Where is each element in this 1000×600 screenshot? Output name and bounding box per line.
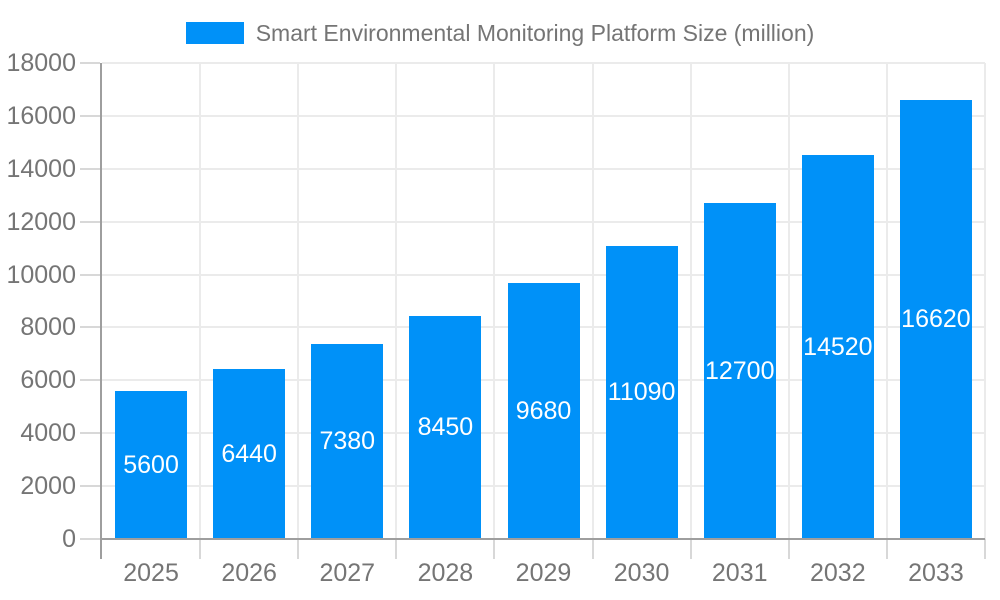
bar-value-label: 5600 [123, 450, 179, 479]
legend[interactable]: Smart Environmental Monitoring Platform … [0, 18, 1000, 48]
y-gridline [102, 167, 985, 170]
x-gridline [395, 63, 398, 539]
x-tick [395, 539, 398, 559]
x-gridline [297, 63, 300, 539]
y-axis-label: 8000 [20, 313, 76, 342]
x-tick [689, 539, 692, 559]
x-axis-label: 2028 [417, 559, 474, 587]
bar-value-label: 6440 [221, 439, 277, 468]
bar[interactable]: 5600 [115, 390, 188, 539]
x-axis-line [100, 538, 985, 540]
bar-value-label: 11090 [607, 378, 676, 407]
y-axis-label: 4000 [20, 419, 76, 448]
x-gridline [787, 63, 790, 539]
y-axis-label: 14000 [6, 154, 76, 183]
bar[interactable]: 8450 [409, 315, 482, 539]
y-tick [80, 326, 100, 329]
x-tick [493, 539, 496, 559]
y-tick [80, 114, 100, 117]
x-tick [787, 539, 790, 559]
x-axis-label: 2032 [810, 559, 866, 587]
x-axis-label: 2026 [221, 559, 277, 587]
x-gridline [984, 63, 986, 539]
bar[interactable]: 7380 [311, 343, 384, 539]
y-axis-label: 12000 [6, 207, 76, 236]
x-axis-label: 2030 [613, 559, 670, 587]
bar-value-label: 9680 [515, 397, 572, 426]
x-axis-label: 2033 [908, 559, 964, 587]
y-axis-label: 16000 [6, 101, 76, 130]
bar[interactable]: 6440 [213, 368, 286, 539]
y-axis-label: 2000 [20, 472, 76, 501]
x-gridline [199, 63, 202, 539]
x-axis-label: 2027 [319, 559, 376, 587]
x-gridline [689, 63, 692, 539]
y-gridline [102, 114, 985, 117]
y-tick [80, 167, 100, 170]
y-gridline [102, 62, 985, 64]
x-axis-label: 2025 [123, 559, 179, 587]
y-tick [80, 538, 100, 540]
x-axis-label: 2029 [515, 559, 572, 587]
bar[interactable]: 12700 [703, 203, 776, 539]
x-tick [297, 539, 300, 559]
x-gridline [591, 63, 594, 539]
y-axis-label: 0 [62, 525, 76, 553]
bar[interactable]: 11090 [605, 245, 678, 539]
y-axis-label: 6000 [20, 366, 76, 395]
y-axis-line [100, 63, 102, 559]
bar[interactable]: 14520 [801, 155, 874, 539]
bar-value-label: 7380 [319, 427, 376, 456]
bar-value-label: 12700 [704, 357, 775, 386]
plot-area: 0 2000 4000 6000 8000 10000 12000 14000 16000 180… [6, 49, 986, 587]
x-gridline [885, 63, 888, 539]
x-tick [885, 539, 888, 559]
y-gridline [102, 220, 985, 223]
x-tick [199, 539, 202, 559]
legend-label: Smart Environmental Monitoring Platform … [255, 20, 815, 46]
bar-value-label: 8450 [417, 413, 474, 442]
bar[interactable]: 9680 [507, 283, 580, 539]
y-tick [80, 62, 100, 64]
y-axis-label: 18000 [6, 49, 76, 77]
y-axis-label: 10000 [6, 260, 76, 289]
y-tick [80, 273, 100, 276]
x-axis-label: 2031 [711, 559, 768, 587]
y-tick [80, 485, 100, 488]
x-tick [984, 539, 986, 559]
x-gridline [493, 63, 496, 539]
x-tick [591, 539, 594, 559]
bar-value-label: 16620 [901, 305, 971, 334]
y-tick [80, 220, 100, 223]
y-tick [80, 432, 100, 435]
y-gridline [102, 273, 985, 276]
y-tick [80, 379, 100, 382]
bar[interactable]: 16620 [899, 99, 972, 539]
bar-value-label: 14520 [803, 333, 873, 362]
legend-swatch [185, 22, 244, 44]
